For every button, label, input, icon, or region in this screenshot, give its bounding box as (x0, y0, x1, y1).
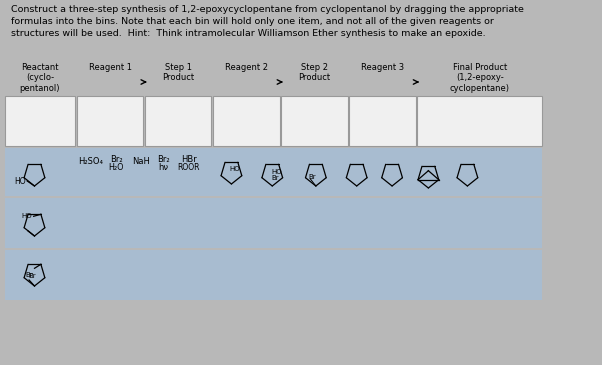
Bar (5, 148, 542, 196)
Text: Reagent 2: Reagent 2 (225, 63, 268, 72)
Text: Br₂: Br₂ (110, 154, 122, 164)
Text: hν: hν (158, 164, 169, 173)
Text: Br: Br (271, 175, 279, 181)
Text: Step 1
Product: Step 1 Product (163, 63, 194, 82)
Bar (5, 198, 542, 248)
Text: Reagent 1: Reagent 1 (88, 63, 132, 72)
Text: Br₂: Br₂ (157, 154, 170, 164)
Text: Final Product
(1,2-epoxy-
cyclopentane): Final Product (1,2-epoxy- cyclopentane) (450, 63, 510, 93)
Text: HBr: HBr (181, 154, 197, 164)
Text: ROOR: ROOR (178, 164, 200, 173)
Text: HO: HO (230, 166, 240, 172)
Text: Br: Br (25, 272, 33, 278)
Bar (145, 96, 211, 146)
Text: NaH: NaH (132, 157, 150, 165)
Bar (281, 96, 347, 146)
Bar (349, 96, 415, 146)
Text: Reactant
(cyclo-
pentanol): Reactant (cyclo- pentanol) (20, 63, 60, 93)
Bar (77, 96, 143, 146)
Text: HO: HO (14, 177, 26, 185)
Bar (5, 96, 75, 146)
Text: H₂SO₄: H₂SO₄ (78, 157, 104, 165)
Bar (5, 250, 542, 300)
Text: Reagent 3: Reagent 3 (361, 63, 404, 72)
Text: H₂O: H₂O (108, 164, 124, 173)
Bar (418, 96, 542, 146)
Text: Br: Br (28, 273, 36, 279)
Text: Br: Br (308, 174, 316, 180)
Text: Construct a three-step synthesis of 1,2-epoxycyclopentane from cyclopentanol by : Construct a three-step synthesis of 1,2-… (11, 5, 524, 38)
Bar (213, 96, 279, 146)
Text: HO: HO (272, 169, 282, 175)
Text: HO: HO (21, 213, 32, 219)
Text: Step 2
Product: Step 2 Product (299, 63, 330, 82)
